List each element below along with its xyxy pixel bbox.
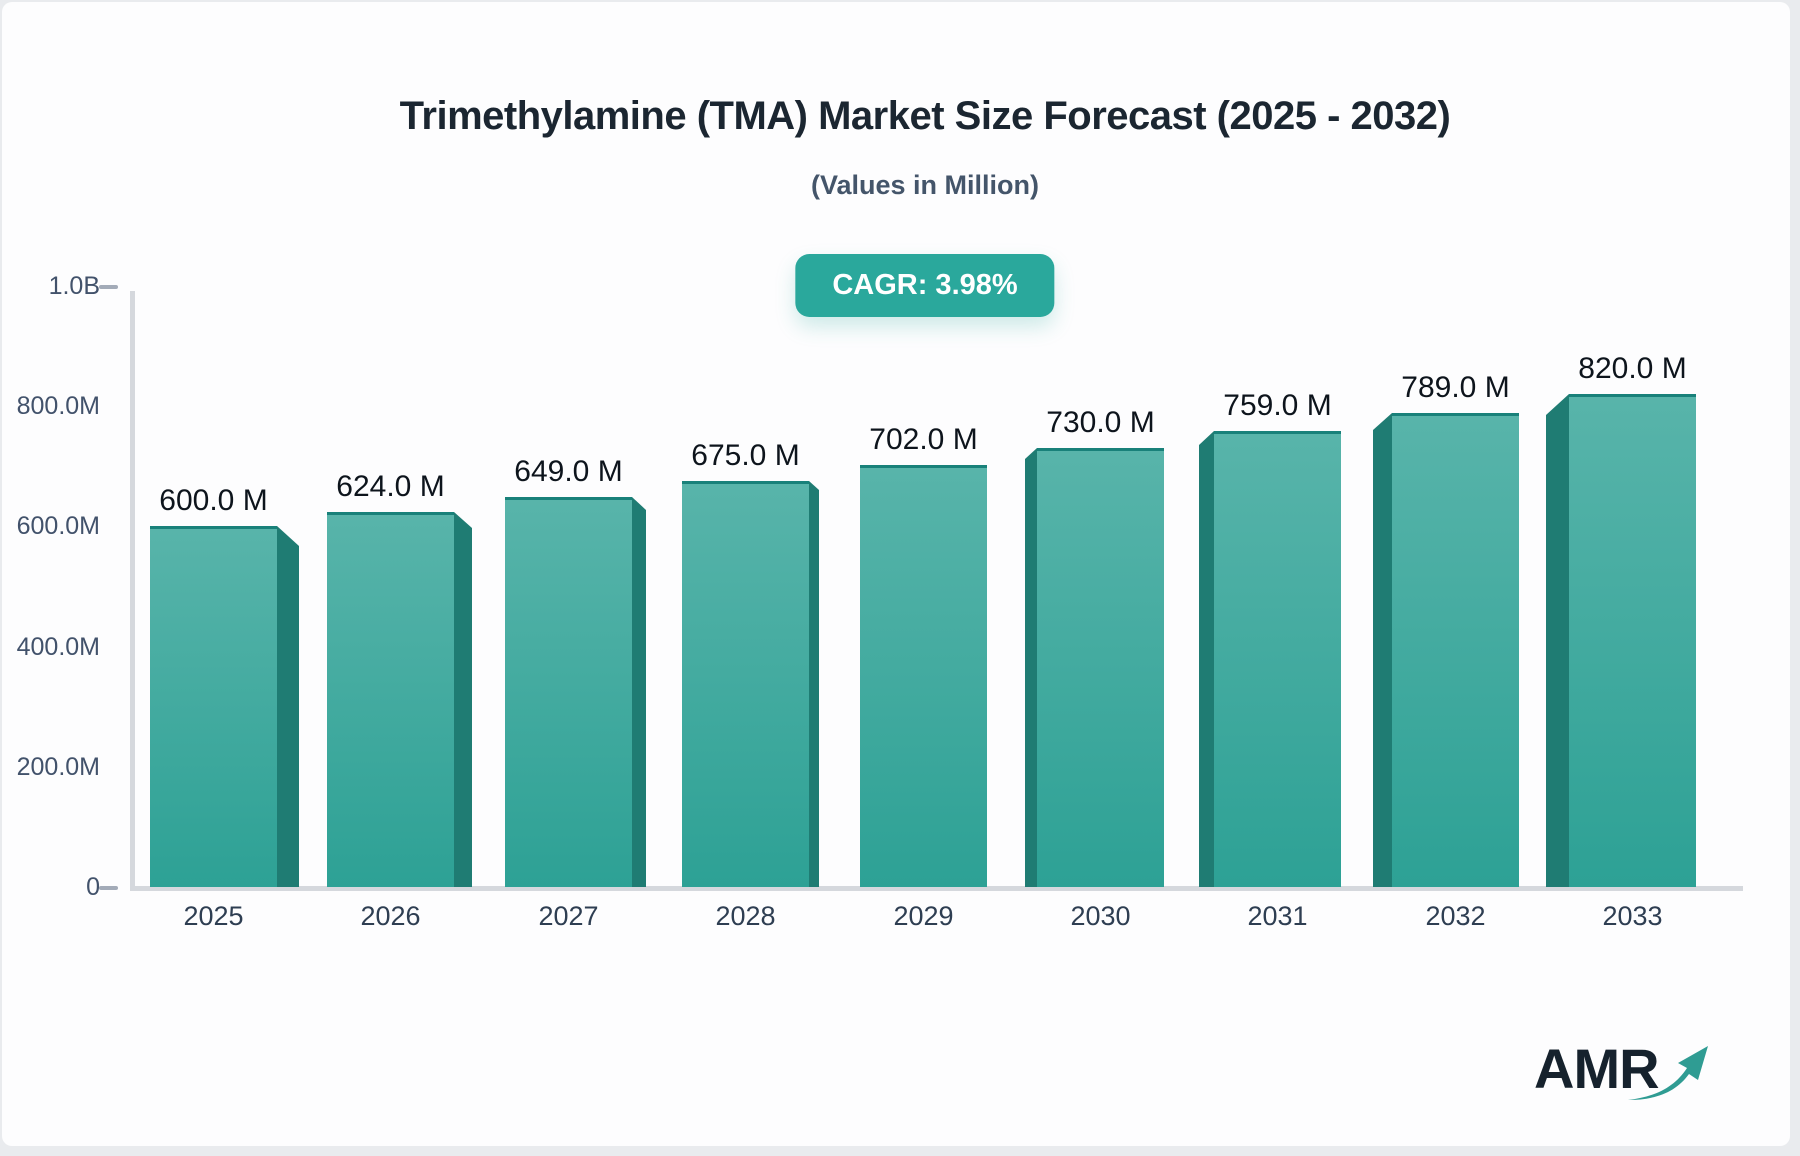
x-axis-line <box>130 886 1743 891</box>
bar-value-label-2030: 730.0 M <box>1046 406 1155 439</box>
y-axis-label-800.0M: 800.0M <box>16 392 100 420</box>
bar-value-label-2032: 789.0 M <box>1401 371 1510 404</box>
bar-value-label-2031: 759.0 M <box>1223 389 1332 422</box>
y-axis-tick-dash <box>99 285 118 289</box>
bar-2027[interactable] <box>505 497 632 887</box>
y-axis-label-200.0M: 200.0M <box>16 753 100 781</box>
bar-2032[interactable] <box>1392 413 1519 887</box>
bar-side-2032[interactable] <box>1373 413 1392 887</box>
y-axis-label-1.0B: 1.0B <box>48 272 100 300</box>
bar-value-label-2029: 702.0 M <box>869 423 978 456</box>
amr-logo-text: AMR <box>1534 1037 1660 1100</box>
x-axis-label-2027: 2027 <box>538 901 599 931</box>
bar-side-2033[interactable] <box>1546 394 1569 887</box>
bar-side-2027[interactable] <box>632 497 646 887</box>
page-title: Trimethylamine (TMA) Market Size Forecas… <box>399 94 1451 138</box>
bar-2028[interactable] <box>682 481 809 887</box>
cagr-badge: CAGR: 3.98% <box>795 254 1055 317</box>
y-axis-label-600.0M: 600.0M <box>16 512 100 540</box>
bar-side-2026[interactable] <box>454 512 472 887</box>
x-axis-label-2031: 2031 <box>1247 901 1308 931</box>
bar-value-label-2033: 820.0 M <box>1578 352 1687 385</box>
amr-logo[interactable]: AMR <box>1534 1036 1714 1106</box>
bar-value-label-2028: 675.0 M <box>691 439 800 472</box>
bar-value-label-2025: 600.0 M <box>159 484 268 517</box>
x-axis-label-2032: 2032 <box>1425 901 1486 931</box>
x-axis-label-2029: 2029 <box>893 901 954 931</box>
bar-side-2030[interactable] <box>1025 448 1037 887</box>
bar-side-2028[interactable] <box>809 481 819 887</box>
bar-2031[interactable] <box>1214 431 1341 887</box>
page-subtitle: (Values in Million) <box>810 170 1040 200</box>
x-axis-label-2026: 2026 <box>360 901 421 931</box>
bar-2026[interactable] <box>327 512 454 887</box>
x-axis-label-2033: 2033 <box>1602 901 1663 931</box>
bar-2025[interactable] <box>150 526 277 887</box>
bar-value-label-2027: 649.0 M <box>514 455 623 488</box>
growth-arrow-icon <box>1626 1044 1710 1107</box>
bar-2030[interactable] <box>1037 448 1164 887</box>
bar-2033[interactable] <box>1569 394 1696 887</box>
x-axis-label-2025: 2025 <box>183 901 244 931</box>
bar-value-label-2026: 624.0 M <box>336 470 445 503</box>
y-axis-label-400.0M: 400.0M <box>16 633 100 661</box>
y-axis-line <box>130 291 135 888</box>
y-axis-tick-dash <box>99 886 118 890</box>
bar-side-2031[interactable] <box>1199 431 1214 887</box>
x-axis-label-2028: 2028 <box>715 901 776 931</box>
y-axis-label-0: 0 <box>86 873 100 901</box>
x-axis-label-2030: 2030 <box>1070 901 1131 931</box>
bar-2029[interactable] <box>860 465 987 887</box>
bar-side-2025[interactable] <box>277 526 299 887</box>
